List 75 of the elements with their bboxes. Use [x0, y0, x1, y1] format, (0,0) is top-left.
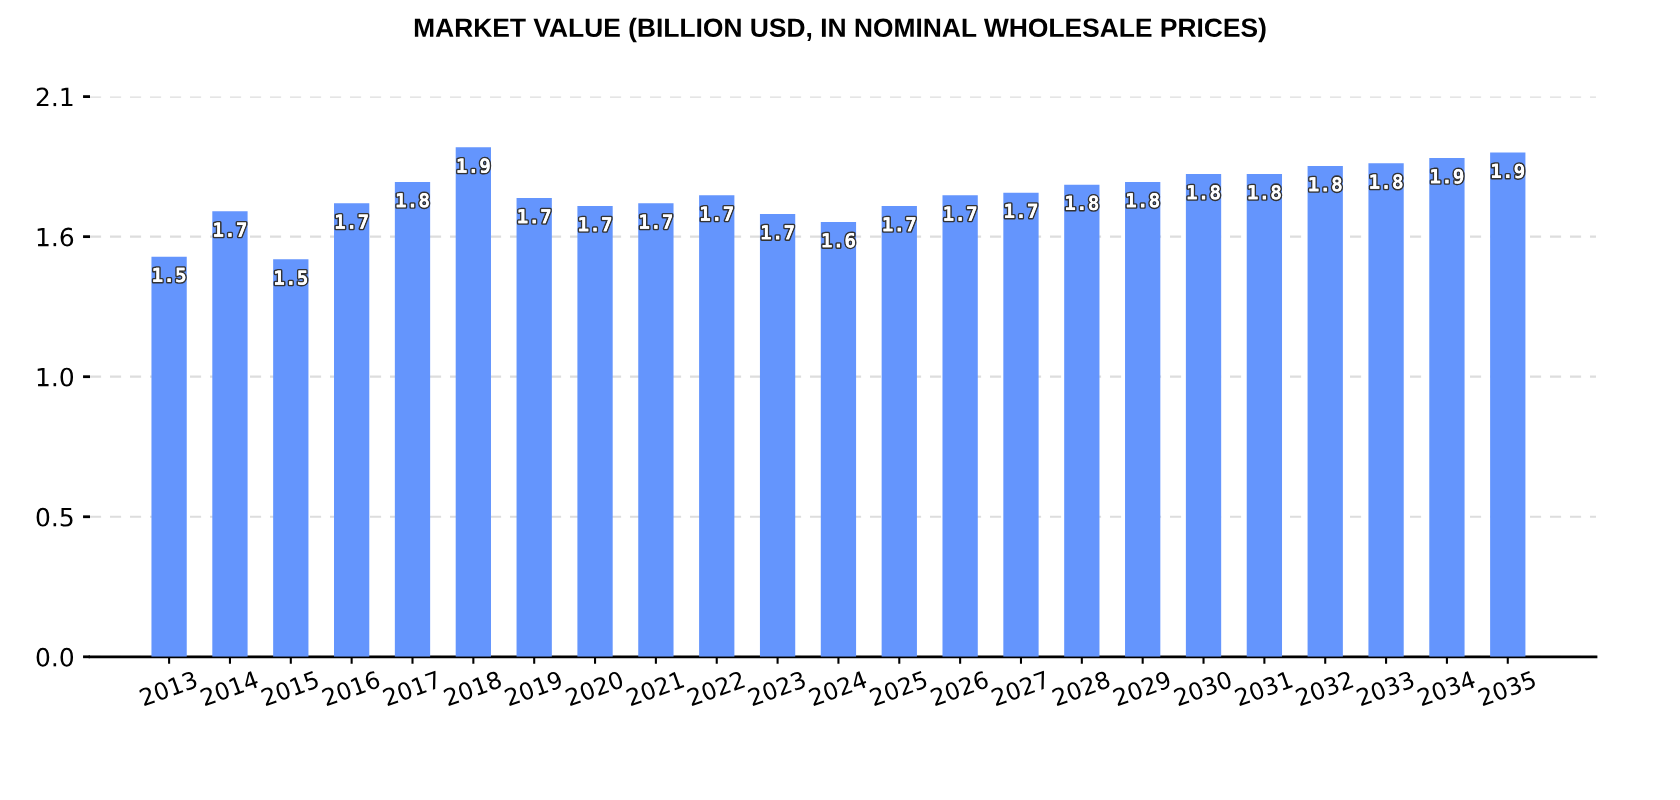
bar	[394, 181, 431, 657]
data-label: 1.7	[214, 222, 247, 237]
x-tick-label: 2027	[990, 670, 1050, 707]
bar	[1003, 192, 1039, 657]
x-tick-label: 2031	[1234, 670, 1293, 707]
bar	[759, 213, 796, 657]
data-label: 1.7	[335, 214, 368, 229]
bar	[455, 147, 491, 657]
data-label: 1.7	[579, 217, 612, 232]
bar	[1125, 181, 1161, 657]
data-label: 1.7	[883, 217, 916, 232]
data-label: 1.5	[275, 270, 308, 285]
data-label: 1.9	[1431, 169, 1464, 184]
y-tick-label: 0.5	[36, 507, 73, 527]
y-tick-label: 1.6	[37, 227, 74, 247]
x-tick-label: 2013	[138, 670, 198, 707]
bar	[638, 203, 674, 657]
data-label: 1.7	[1005, 203, 1038, 219]
x-tick-label: 2033	[1355, 670, 1415, 707]
x-tick-label: 2035	[1477, 670, 1537, 707]
bar	[1307, 165, 1343, 657]
y-tick-label: 1.0	[37, 367, 74, 387]
bar	[334, 203, 370, 657]
x-tick-label: 2018	[442, 670, 503, 707]
bar	[516, 197, 552, 657]
data-label: 1.7	[640, 214, 672, 229]
bar	[212, 211, 248, 657]
x-tick-label: 2021	[625, 670, 685, 707]
bar	[1185, 173, 1222, 657]
x-tick-label: 2030	[1173, 670, 1233, 707]
data-label: 1.9	[457, 158, 490, 174]
x-tick-label: 2022	[686, 670, 746, 707]
data-label: 1.7	[518, 209, 551, 224]
bar	[1490, 152, 1526, 657]
data-label: 1.8	[1309, 176, 1342, 192]
data-label: 1.8	[1187, 184, 1220, 200]
x-tick-label: 2028	[1051, 670, 1111, 707]
data-label: 1.7	[944, 206, 977, 221]
data-label: 1.8	[396, 192, 429, 208]
bar	[577, 205, 613, 657]
bar	[273, 259, 309, 657]
x-tick-label: 2025	[868, 670, 928, 707]
bar	[1246, 173, 1283, 657]
x-tick-label: 2023	[747, 670, 807, 707]
data-label: 1.7	[700, 206, 733, 221]
bar	[151, 256, 187, 657]
x-tick-label: 2029	[1112, 670, 1172, 707]
x-tick-label: 2015	[260, 670, 320, 707]
bar	[1429, 157, 1465, 657]
x-tick-label: 2020	[564, 670, 625, 707]
x-tick-label: 2032	[1294, 670, 1354, 707]
y-tick-label: 2.1	[36, 87, 73, 107]
bar	[942, 195, 978, 657]
data-label: 1.7	[761, 225, 794, 240]
x-tick-label: 2017	[382, 670, 442, 707]
bar	[1368, 163, 1404, 657]
data-label: 1.5	[153, 267, 186, 283]
data-label: 1.9	[1492, 163, 1525, 179]
data-label: 1.8	[1066, 195, 1099, 211]
x-tick-label: 2019	[503, 670, 564, 707]
bar	[1064, 184, 1100, 657]
y-tick-label: 0.0	[36, 647, 74, 667]
bar	[699, 195, 735, 657]
x-tick-label: 2026	[929, 670, 990, 707]
data-label: 1.6	[822, 232, 855, 248]
x-tick-label: 2024	[808, 670, 868, 707]
data-label: 1.8	[1370, 174, 1403, 189]
data-label: 1.8	[1126, 192, 1160, 208]
data-label: 1.8	[1248, 184, 1281, 200]
x-tick-label: 2016	[321, 670, 381, 707]
bar	[820, 221, 857, 657]
bar	[881, 205, 917, 657]
chart-title: MARKET VALUE (BILLION USD, IN NOMINAL WHOLESALE PRICES)	[414, 17, 1266, 43]
x-tick-label: 2034	[1416, 670, 1477, 707]
x-tick-label: 2014	[199, 670, 260, 707]
